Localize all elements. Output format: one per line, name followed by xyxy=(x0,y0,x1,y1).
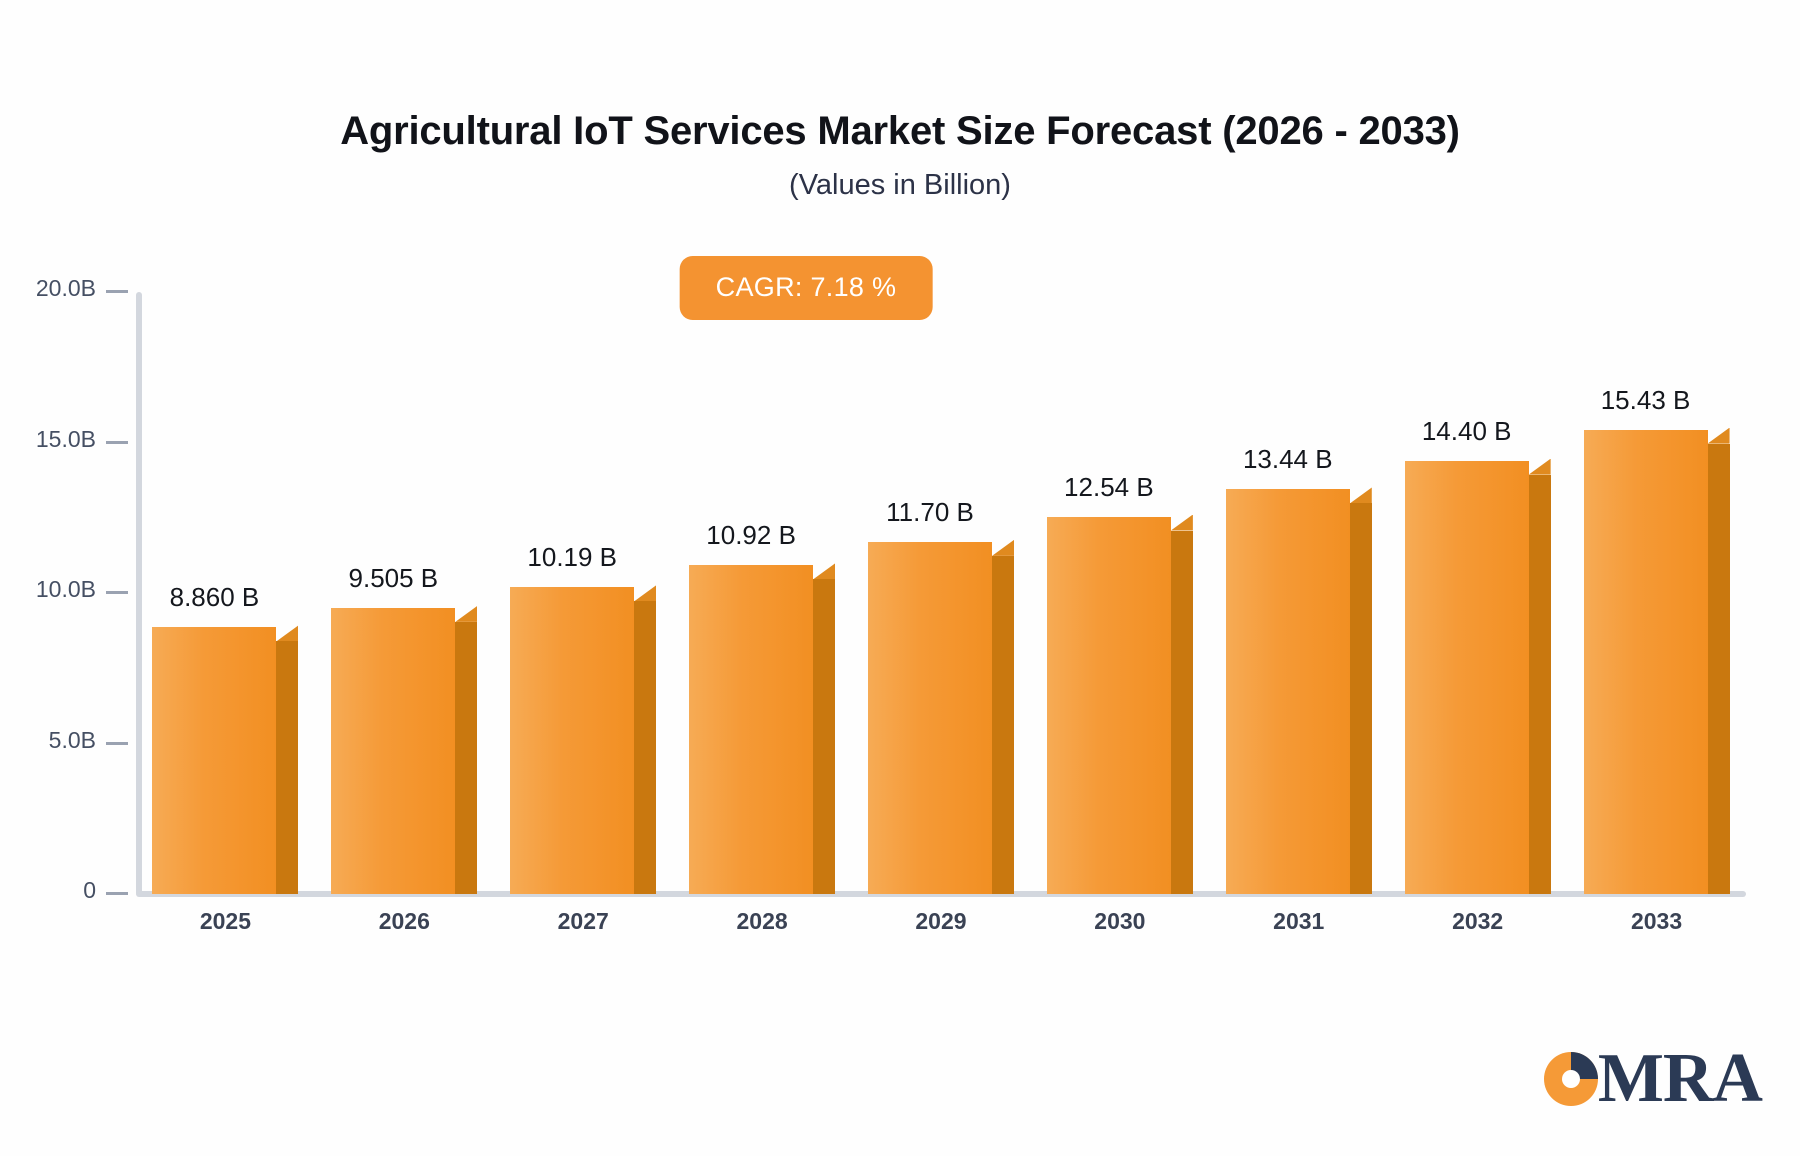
bar-front-face xyxy=(689,565,814,894)
bar-column[interactable]: 12.54 B xyxy=(1046,292,1193,894)
bar-value-label: 12.54 B xyxy=(1064,471,1154,502)
cagr-badge: CAGR: 7.18 % xyxy=(679,256,933,320)
bar-value-label: 8.860 B xyxy=(169,582,260,613)
bar-value-label: 10.92 B xyxy=(706,520,796,551)
y-axis-tick-label: 5.0B xyxy=(48,726,96,753)
bar-top-face xyxy=(634,585,657,602)
bar-side-face xyxy=(455,621,478,894)
x-axis-label: 2031 xyxy=(1273,908,1325,934)
x-axis-label: 2032 xyxy=(1452,908,1504,934)
bar-top-face xyxy=(1528,458,1551,475)
bar-front-face xyxy=(152,627,277,894)
x-axis-label: 2028 xyxy=(736,908,788,934)
bar[interactable]: 13.44 B xyxy=(1225,444,1372,894)
bar[interactable]: 11.70 B xyxy=(868,497,1014,894)
mra-logo: MRA xyxy=(1540,1040,1763,1117)
x-axis-line xyxy=(136,891,1746,897)
bars-layer: 8.860 B 9.505 B 10.19 B 10.92 B 11.70 B 12.54… xyxy=(136,292,1746,894)
bar-top-face xyxy=(1349,487,1372,504)
x-axis-label: 2027 xyxy=(557,908,609,934)
bar-column[interactable]: 9.505 B xyxy=(331,292,478,894)
bar-column[interactable]: 8.860 B xyxy=(152,292,299,894)
y-axis-tick-label: 0 xyxy=(83,877,96,903)
bar-column[interactable]: 13.44 B xyxy=(1225,292,1372,894)
bar[interactable]: 10.92 B xyxy=(689,520,836,894)
bar-top-face xyxy=(276,625,299,642)
bar-value-label: 11.70 B xyxy=(886,496,974,527)
bar[interactable]: 9.505 B xyxy=(331,563,478,894)
y-axis-line xyxy=(136,292,142,896)
bar-side-face xyxy=(634,601,657,894)
bar-top-face xyxy=(992,539,1014,556)
bar-top-face xyxy=(1170,514,1193,531)
bar-value-label: 10.19 B xyxy=(527,542,618,573)
bar-side-face xyxy=(1707,443,1730,894)
x-axis-label: 2026 xyxy=(378,908,430,934)
bar[interactable]: 12.54 B xyxy=(1046,472,1193,894)
bar-column[interactable]: 10.92 B xyxy=(689,292,836,894)
bar[interactable]: 10.19 B xyxy=(510,542,657,894)
bar-front-face xyxy=(1225,489,1350,894)
bar-front-face xyxy=(510,587,635,894)
y-axis-tick-label: 15.0B xyxy=(35,425,96,452)
x-axis-label: 2025 xyxy=(199,908,252,934)
x-axis-label: 2030 xyxy=(1094,908,1146,934)
x-axis-label: 2029 xyxy=(915,908,967,934)
bar-side-face xyxy=(276,641,299,894)
page-title: Agricultural IoT Services Market Size Fo… xyxy=(340,109,1460,153)
bar-top-face xyxy=(455,605,478,622)
bar-value-label: 14.40 B xyxy=(1421,415,1512,446)
x-axis-label: 2033 xyxy=(1630,908,1683,934)
bar-side-face xyxy=(1170,530,1193,894)
bar-front-face xyxy=(1583,429,1708,894)
y-axis-tick-mark xyxy=(106,591,128,594)
bar-column[interactable]: 10.19 B xyxy=(510,292,657,894)
chart-subtitle: (Values in Billion) xyxy=(789,169,1011,201)
bar-front-face xyxy=(1046,516,1171,894)
y-axis-tick-mark xyxy=(106,741,128,745)
bar-value-label: 15.43 B xyxy=(1600,384,1691,415)
bar-front-face xyxy=(1404,460,1529,894)
bar-front-face xyxy=(331,607,456,894)
title-block: Agricultural IoT Services Market Size Fo… xyxy=(0,108,1800,203)
bar-side-face xyxy=(1349,503,1372,894)
y-axis-tick-mark xyxy=(106,440,128,444)
bar-column[interactable]: 15.43 B xyxy=(1583,292,1730,894)
bar-value-label: 13.44 B xyxy=(1242,444,1333,475)
bar-column[interactable]: 14.40 B xyxy=(1404,292,1551,894)
y-axis-tick-label: 10.0B xyxy=(35,576,96,602)
pie-chart-icon xyxy=(1540,1048,1602,1110)
bar-side-face xyxy=(1528,474,1551,894)
bar-front-face xyxy=(868,541,992,894)
y-axis-tick-label: 20.0B xyxy=(35,275,96,301)
logo-text: MRA xyxy=(1597,1040,1763,1117)
bar[interactable]: 14.40 B xyxy=(1404,416,1551,894)
bar-side-face xyxy=(813,579,836,894)
bar-top-face xyxy=(1707,427,1730,444)
bar-column[interactable]: 11.70 B xyxy=(868,292,1014,894)
y-axis-tick-mark xyxy=(106,290,128,293)
bar-top-face xyxy=(813,563,836,580)
bar-side-face xyxy=(992,555,1014,894)
bar[interactable]: 15.43 B xyxy=(1583,385,1730,894)
y-axis-tick-mark xyxy=(106,892,128,895)
bar[interactable]: 8.860 B xyxy=(152,582,299,894)
bar-value-label: 9.505 B xyxy=(348,562,439,593)
